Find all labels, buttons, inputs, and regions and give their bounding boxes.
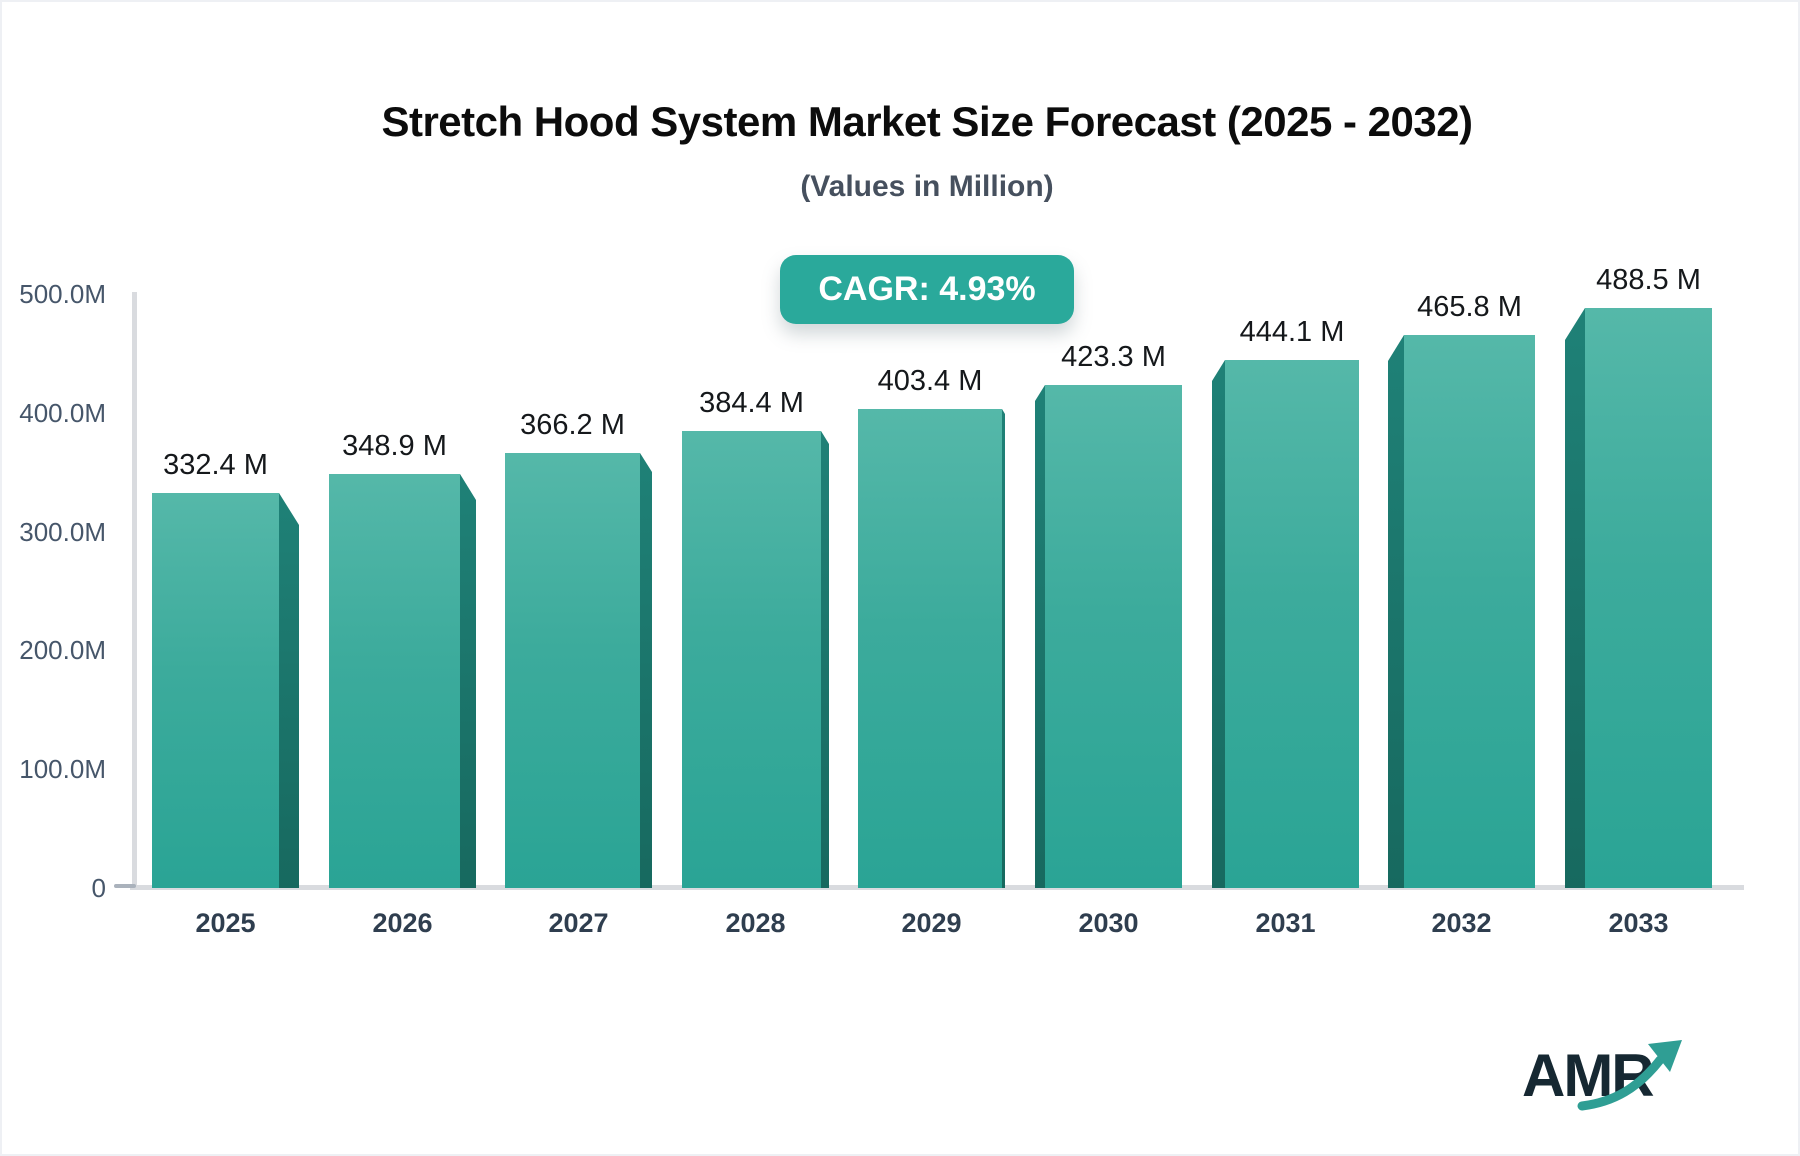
page-subtitle: (Values in Million) bbox=[800, 170, 1054, 203]
bar-2026[interactable] bbox=[329, 474, 476, 888]
growth-arrow-icon bbox=[1577, 1055, 1665, 1111]
x-tick-2031: 2031 bbox=[1255, 908, 1316, 938]
bar-value-label: 348.9 M bbox=[342, 430, 447, 462]
bar-2027[interactable] bbox=[505, 453, 652, 888]
bar-side-face bbox=[1388, 335, 1404, 888]
page-title: Stretch Hood System Market Size Forecast… bbox=[381, 98, 1473, 145]
y-tick-300: 300.0M bbox=[19, 516, 106, 547]
amr-logo[interactable]: AMR bbox=[1522, 1038, 1702, 1114]
bar-2033[interactable] bbox=[1565, 308, 1712, 888]
bar-value-label: 423.3 M bbox=[1061, 341, 1166, 373]
bar-side-face bbox=[1212, 360, 1225, 888]
bar-front-face bbox=[505, 453, 640, 888]
bar-value-label: 332.4 M bbox=[163, 449, 268, 481]
y-tick-400: 400.0M bbox=[19, 397, 106, 428]
bar-front-face bbox=[682, 431, 821, 888]
x-tick-2026: 2026 bbox=[372, 908, 433, 938]
y-axis-line bbox=[132, 292, 137, 888]
bar-front-face bbox=[858, 409, 1002, 888]
bar-side-face bbox=[1035, 385, 1045, 888]
bar-2031[interactable] bbox=[1212, 360, 1359, 888]
y-tick-500: 500.0M bbox=[19, 279, 106, 309]
bar-side-face bbox=[1002, 409, 1005, 888]
bar-2029[interactable] bbox=[858, 409, 1005, 888]
bar-2028[interactable] bbox=[682, 431, 829, 888]
x-tick-2027: 2027 bbox=[548, 908, 609, 938]
bar-front-face bbox=[152, 493, 279, 888]
bar-value-label: 403.4 M bbox=[877, 365, 983, 397]
bar-value-label: 488.5 M bbox=[1596, 264, 1701, 296]
bar-2025[interactable] bbox=[152, 493, 299, 888]
y-tick-0: 0 bbox=[91, 873, 106, 903]
bar-front-face bbox=[1404, 335, 1535, 888]
y-tick-100: 100.0M bbox=[19, 754, 106, 785]
bar-front-face bbox=[1585, 308, 1712, 888]
bar-value-label: 366.2 M bbox=[520, 409, 625, 441]
y-tick-200: 200.0M bbox=[19, 635, 106, 666]
bar-front-face bbox=[329, 474, 460, 888]
bar-value-label: 384.4 M bbox=[699, 387, 804, 419]
bar-value-label: 465.8 M bbox=[1417, 291, 1522, 323]
bar-2030[interactable] bbox=[1035, 385, 1182, 888]
cagr-badge-wrap: CAGR: 4.93% bbox=[132, 255, 1722, 324]
bar-side-face bbox=[1565, 308, 1585, 888]
bar-2032[interactable] bbox=[1388, 335, 1535, 888]
bar-side-face bbox=[821, 431, 829, 888]
x-tick-2025: 2025 bbox=[195, 908, 256, 938]
x-tick-2030: 2030 bbox=[1078, 908, 1139, 938]
bar-side-face bbox=[640, 453, 652, 888]
bar-side-face bbox=[279, 493, 299, 888]
x-tick-2029: 2029 bbox=[901, 908, 962, 938]
x-tick-2032: 2032 bbox=[1431, 908, 1492, 938]
zero-tick-dash bbox=[114, 884, 136, 888]
x-tick-2033: 2033 bbox=[1608, 908, 1669, 938]
bar-front-face bbox=[1225, 360, 1359, 888]
amr-logo-text: AMR bbox=[1522, 1042, 1654, 1109]
bar-front-face bbox=[1045, 385, 1182, 888]
bar-side-face bbox=[460, 474, 476, 888]
bar-value-label: 444.1 M bbox=[1239, 316, 1345, 348]
growth-arrow-head-icon bbox=[1648, 1040, 1682, 1072]
x-tick-2028: 2028 bbox=[725, 908, 786, 938]
cagr-badge: CAGR: 4.93% bbox=[780, 255, 1074, 324]
